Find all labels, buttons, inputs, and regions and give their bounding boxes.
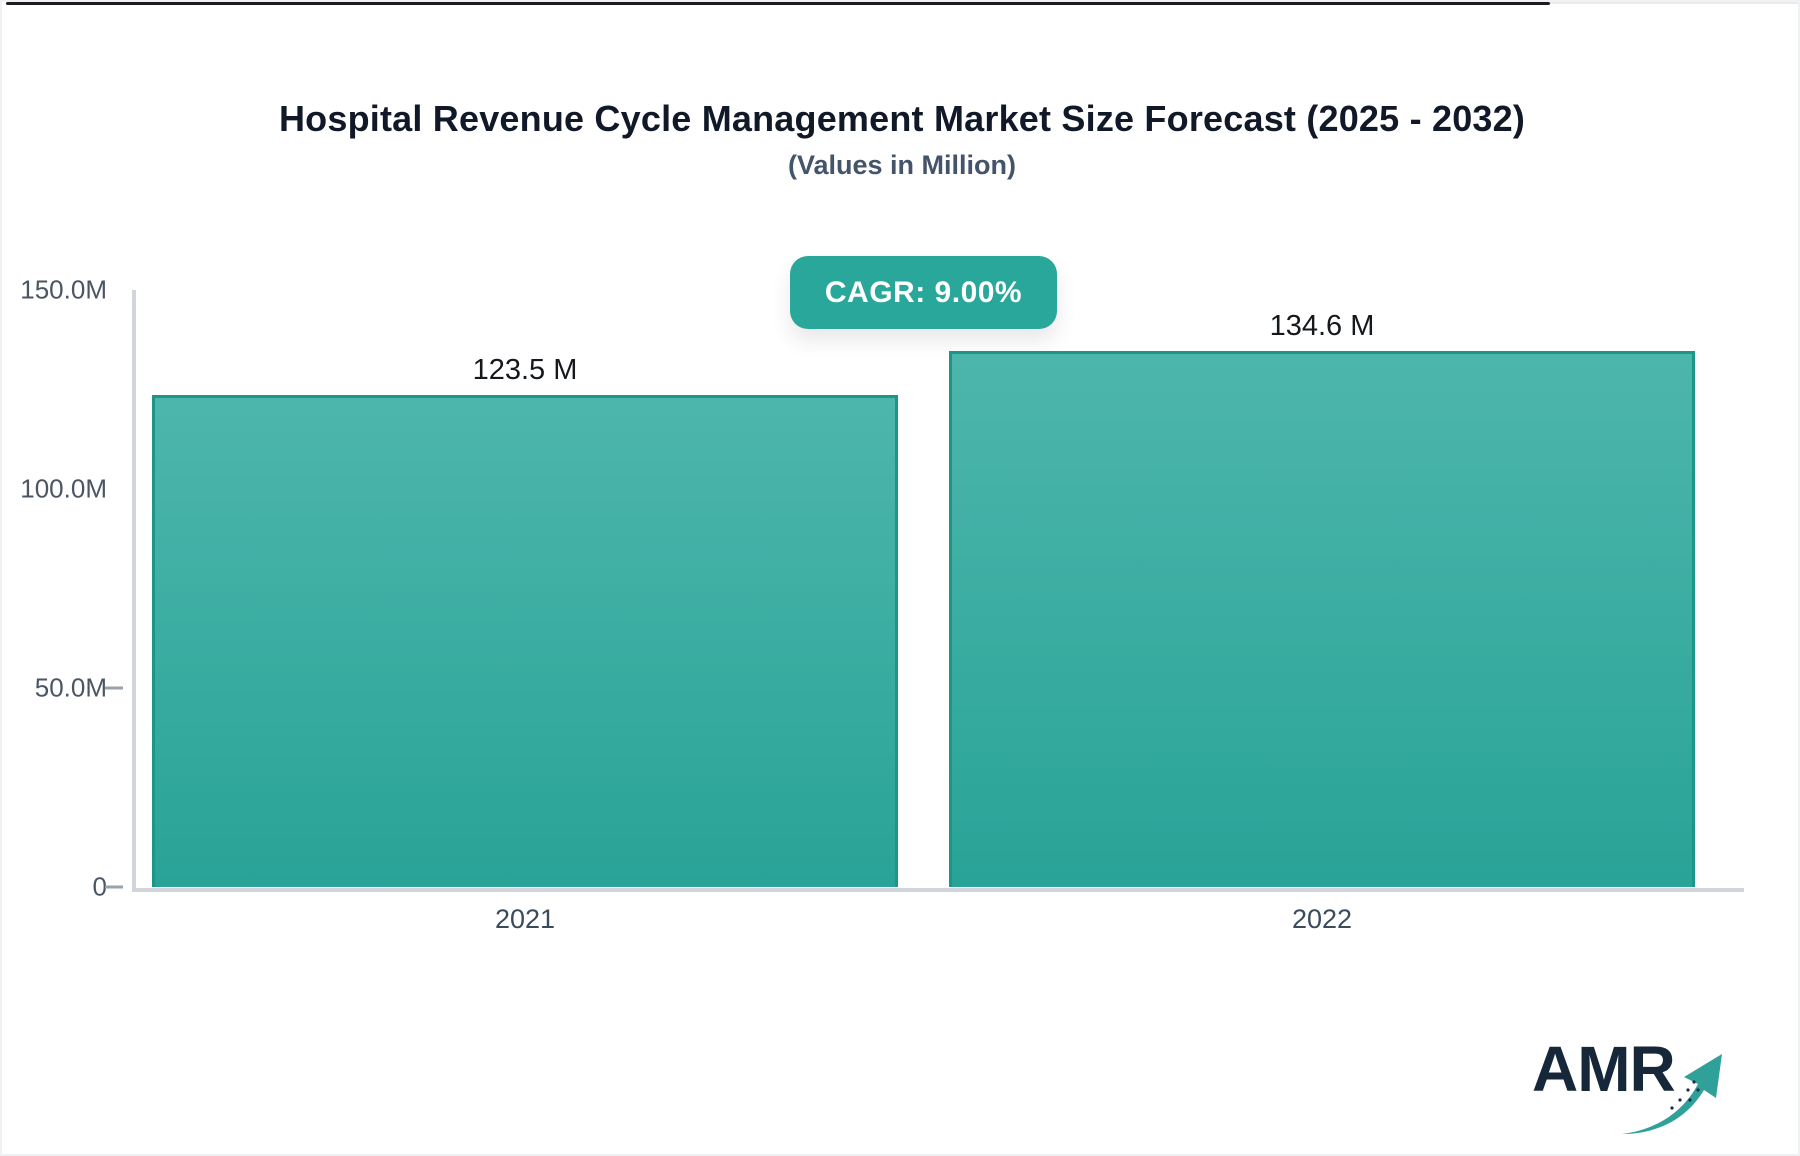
window-top-edge-light (1550, 2, 1798, 4)
cagr-badge-label: CAGR: 9.00% (824, 275, 1023, 309)
bar-2022[interactable] (949, 351, 1695, 887)
x-axis-category-label: 2022 (1291, 904, 1353, 934)
chart-title: Hospital Revenue Cycle Management Market… (278, 98, 1526, 139)
y-axis-tick-mark (105, 885, 123, 889)
bar-2021[interactable] (152, 395, 898, 887)
amr-logo-text: AMR (1532, 1033, 1676, 1105)
y-axis-tick-label: 0 (92, 871, 107, 902)
cagr-badge: CAGR: 9.00% (790, 256, 1057, 329)
x-axis-category-label: 2021 (494, 904, 556, 934)
amr-logo: AMR (1532, 1024, 1722, 1134)
window-top-edge (6, 2, 1550, 5)
y-axis-tick-label: 100.0M (20, 473, 107, 504)
growth-arrow-icon (1622, 1054, 1722, 1134)
bar-value-label: 123.5 M (472, 354, 578, 386)
y-axis-tick-mark (105, 686, 123, 690)
chart-subtitle: (Values in Million) (787, 150, 1017, 180)
y-axis-tick-label: 150.0M (20, 274, 107, 305)
bar-value-label: 134.6 M (1269, 310, 1375, 342)
y-axis-tick-label: 50.0M (34, 672, 107, 703)
x-axis-line (132, 888, 1744, 892)
y-axis-line (132, 290, 136, 892)
